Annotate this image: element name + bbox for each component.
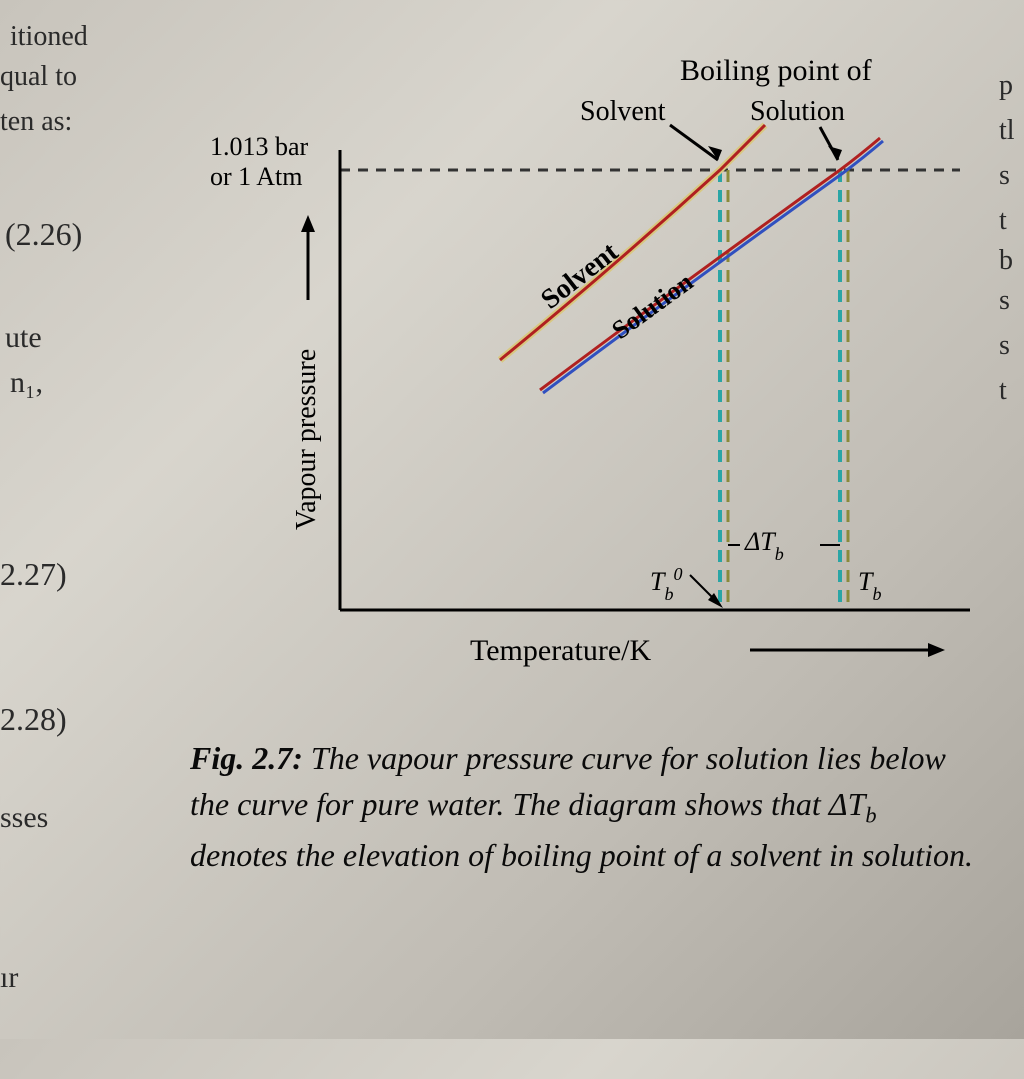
reference-atm-label: or 1 Atm [210, 162, 302, 191]
cutoff-char: s [999, 330, 1010, 362]
y-axis-label: Vapour pressure [291, 349, 322, 530]
solution-label: Solution [750, 96, 845, 127]
figure-caption: Fig. 2.7: The vapour pressure curve for … [190, 735, 980, 879]
solvent-curve-label: Solvent [535, 236, 624, 315]
cutoff-char: t [999, 205, 1007, 237]
cutoff-text: n₁, [10, 365, 43, 401]
solution-curve-label: Solution [606, 267, 698, 345]
cutoff-text: sses [0, 800, 48, 836]
cutoff-text: qual to [0, 60, 77, 94]
cutoff-char: b [999, 245, 1013, 277]
cutoff-char: t [999, 375, 1007, 407]
vapour-pressure-figure: Boiling point of Solvent Solution 1.013 … [180, 50, 1000, 700]
cutoff-char: s [999, 160, 1010, 192]
caption-label: Fig. 2.7: [190, 740, 303, 776]
solvent-arrow-line [670, 125, 718, 160]
tb0-label: Tb0 [650, 564, 682, 604]
solvent-label: Solvent [580, 96, 666, 127]
cutoff-text: 2.27) [0, 555, 67, 593]
cutoff-char: tl [999, 115, 1015, 147]
chart-svg: Boiling point of Solvent Solution 1.013 … [180, 50, 1000, 700]
cutoff-text: ten as: [0, 105, 72, 139]
delta-tb-label: ΔTb [744, 527, 784, 564]
cutoff-text: 2.28) [0, 700, 67, 738]
x-axis-label: Temperature/K [470, 634, 651, 667]
cutoff-text: ır [0, 960, 18, 996]
cutoff-char: p [999, 70, 1013, 102]
solution-arrowhead [828, 146, 842, 160]
tb-label: Tb [858, 567, 881, 604]
x-axis-arrowhead [928, 643, 945, 657]
cutoff-text: ute [5, 320, 42, 356]
cutoff-char: s [999, 285, 1010, 317]
cutoff-text: itioned [10, 20, 88, 54]
chart-title: Boiling point of [680, 54, 872, 87]
y-axis-arrowhead [301, 215, 315, 232]
left-margin-cutoff: itioned qual to ten as: (2.26) ute n₁, 2… [0, 0, 180, 1079]
cutoff-text: (2.26) [5, 215, 82, 253]
caption-text: The vapour pressure curve for solution l… [190, 740, 973, 873]
reference-bar-label: 1.013 bar [210, 132, 309, 161]
